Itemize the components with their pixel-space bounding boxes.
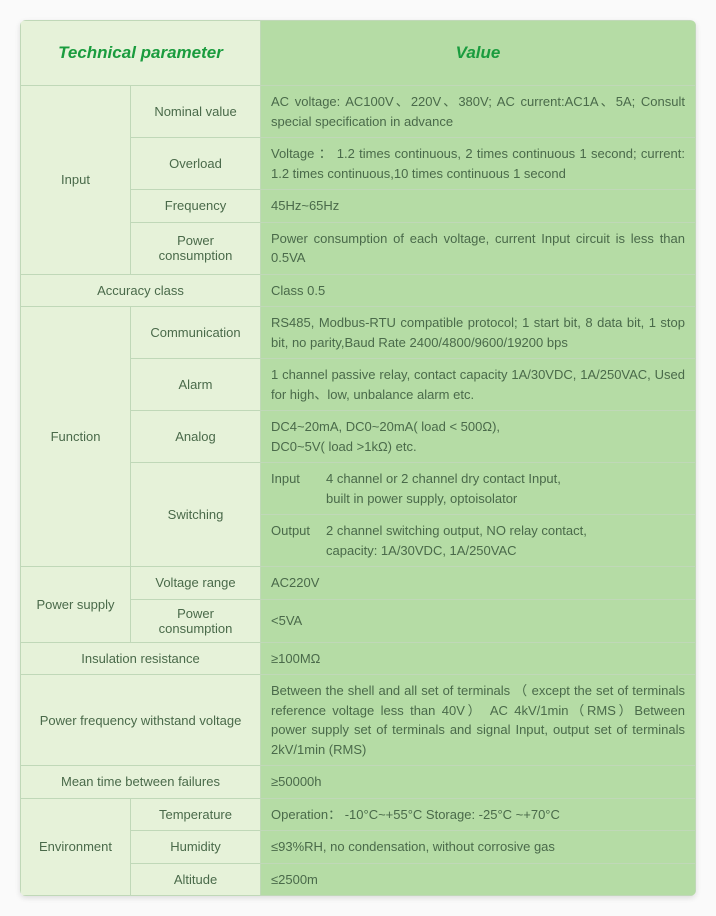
val-ps-consumption: <5VA bbox=[261, 599, 696, 642]
val-switch-output: Output 2 channel switching output, NO re… bbox=[261, 515, 696, 567]
param-comm: Communication bbox=[131, 307, 261, 359]
row-pfwv: Power frequency withstand voltage Betwee… bbox=[21, 675, 696, 766]
cat-power-supply: Power supply bbox=[21, 567, 131, 643]
val-pfwv: Between the shell and all set of termina… bbox=[261, 675, 696, 766]
header-value: Value bbox=[261, 21, 696, 86]
cat-input: Input bbox=[21, 86, 131, 275]
param-ps-voltage: Voltage range bbox=[131, 567, 261, 600]
header-parameter: Technical parameter bbox=[21, 21, 261, 86]
param-analog: Analog bbox=[131, 411, 261, 463]
val-insulation: ≥100MΩ bbox=[261, 642, 696, 675]
param-overload: Overload bbox=[131, 138, 261, 190]
val-overload: Voltage ： 1.2 times continuous, 2 times … bbox=[261, 138, 696, 190]
param-altitude: Altitude bbox=[131, 863, 261, 896]
switch-input-label: Input bbox=[271, 469, 326, 508]
row-mtbf: Mean time between failures ≥50000h bbox=[21, 766, 696, 799]
switch-output-value: 2 channel switching output, NO relay con… bbox=[326, 521, 685, 560]
val-switch-input: Input 4 channel or 2 channel dry contact… bbox=[261, 463, 696, 515]
switch-input-value: 4 channel or 2 channel dry contact Input… bbox=[326, 469, 685, 508]
cat-environment: Environment bbox=[21, 798, 131, 896]
param-frequency: Frequency bbox=[131, 190, 261, 223]
row-comm: Function Communication RS485, Modbus-RTU… bbox=[21, 307, 696, 359]
cat-pfwv: Power frequency withstand voltage bbox=[21, 675, 261, 766]
param-switching: Switching bbox=[131, 463, 261, 567]
param-ps-consumption: Power consumption bbox=[131, 599, 261, 642]
val-altitude: ≤2500m bbox=[261, 863, 696, 896]
cat-mtbf: Mean time between failures bbox=[21, 766, 261, 799]
val-alarm: 1 channel passive relay, contact capacit… bbox=[261, 359, 696, 411]
param-temp: Temperature bbox=[131, 798, 261, 831]
row-temp: Environment Temperature Operation： -10°C… bbox=[21, 798, 696, 831]
row-ps-voltage: Power supply Voltage range AC220V bbox=[21, 567, 696, 600]
row-nominal: Input Nominal value AC voltage: AC100V、2… bbox=[21, 86, 696, 138]
switch-output-label: Output bbox=[271, 521, 326, 560]
param-humidity: Humidity bbox=[131, 831, 261, 864]
cat-insulation: Insulation resistance bbox=[21, 642, 261, 675]
val-ps-voltage: AC220V bbox=[261, 567, 696, 600]
val-analog: DC4~20mA, DC0~20mA( load < 500Ω), DC0~5V… bbox=[261, 411, 696, 463]
param-alarm: Alarm bbox=[131, 359, 261, 411]
val-accuracy: Class 0.5 bbox=[261, 274, 696, 307]
val-mtbf: ≥50000h bbox=[261, 766, 696, 799]
header-row: Technical parameter Value bbox=[21, 21, 696, 86]
row-accuracy: Accuracy class Class 0.5 bbox=[21, 274, 696, 307]
param-input-power: Power consumption bbox=[131, 222, 261, 274]
tech-spec-table: Technical parameter Value Input Nominal … bbox=[20, 20, 696, 896]
cat-accuracy: Accuracy class bbox=[21, 274, 261, 307]
cat-function: Function bbox=[21, 307, 131, 567]
val-frequency: 45Hz~65Hz bbox=[261, 190, 696, 223]
val-nominal: AC voltage: AC100V、220V、380V; AC current… bbox=[261, 86, 696, 138]
val-humidity: ≤93%RH, no condensation, without corrosi… bbox=[261, 831, 696, 864]
val-temp: Operation： -10°C~+55°C Storage: -25°C ~+… bbox=[261, 798, 696, 831]
val-input-power: Power consumption of each voltage, curre… bbox=[261, 222, 696, 274]
row-insulation: Insulation resistance ≥100MΩ bbox=[21, 642, 696, 675]
param-nominal: Nominal value bbox=[131, 86, 261, 138]
val-comm: RS485, Modbus-RTU compatible protocol; 1… bbox=[261, 307, 696, 359]
